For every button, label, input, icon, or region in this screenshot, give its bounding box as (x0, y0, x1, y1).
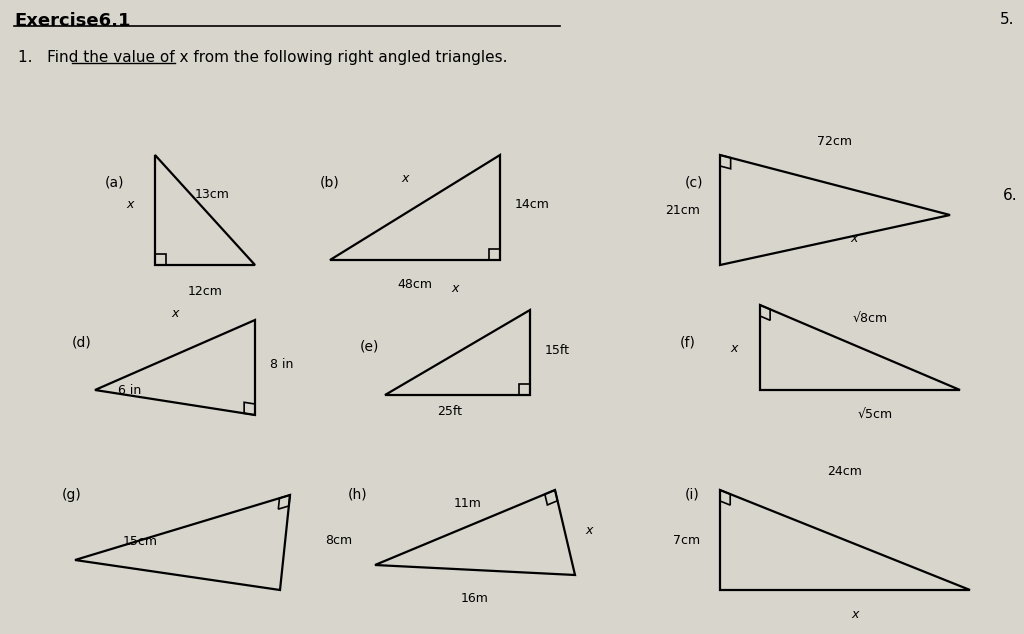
Text: 15cm: 15cm (123, 535, 158, 548)
Text: 12cm: 12cm (187, 285, 222, 298)
Text: 8cm: 8cm (325, 533, 352, 547)
Text: x: x (731, 342, 738, 354)
Text: 25ft: 25ft (437, 405, 463, 418)
Text: Exercise6.1: Exercise6.1 (14, 12, 130, 30)
Text: 8 in: 8 in (270, 358, 293, 372)
Text: x: x (850, 231, 857, 245)
Text: 11m: 11m (454, 497, 482, 510)
Text: x: x (171, 307, 178, 320)
Text: x: x (126, 198, 134, 212)
Text: x: x (452, 282, 459, 295)
Text: 13cm: 13cm (195, 188, 229, 202)
Text: (b): (b) (319, 175, 340, 189)
Text: √5cm: √5cm (857, 408, 893, 421)
Text: 7cm: 7cm (673, 533, 700, 547)
Text: x: x (851, 608, 859, 621)
Text: 1.   Find the value of ​x​ from the following right angled triangles.: 1. Find the value of ​x​ from the follow… (18, 50, 508, 65)
Text: (d): (d) (72, 335, 92, 349)
Text: 48cm: 48cm (397, 278, 432, 291)
Text: 6.: 6. (1004, 188, 1018, 202)
Text: 21cm: 21cm (666, 204, 700, 216)
Text: (i): (i) (685, 488, 699, 502)
Text: 24cm: 24cm (827, 465, 862, 478)
Text: (e): (e) (360, 340, 379, 354)
Text: 16m: 16m (461, 592, 488, 605)
Text: 72cm: 72cm (817, 135, 853, 148)
Text: x: x (401, 172, 409, 185)
Text: 6 in: 6 in (119, 384, 141, 396)
Text: (a): (a) (105, 175, 125, 189)
Text: (g): (g) (62, 488, 82, 502)
Text: (h): (h) (348, 488, 368, 502)
Text: 5.: 5. (999, 12, 1014, 27)
Text: 15ft: 15ft (545, 344, 570, 356)
Text: (f): (f) (680, 335, 696, 349)
Text: x: x (585, 524, 592, 536)
Text: √8cm: √8cm (852, 312, 888, 325)
Text: (c): (c) (685, 175, 703, 189)
Text: 14cm: 14cm (515, 198, 550, 212)
